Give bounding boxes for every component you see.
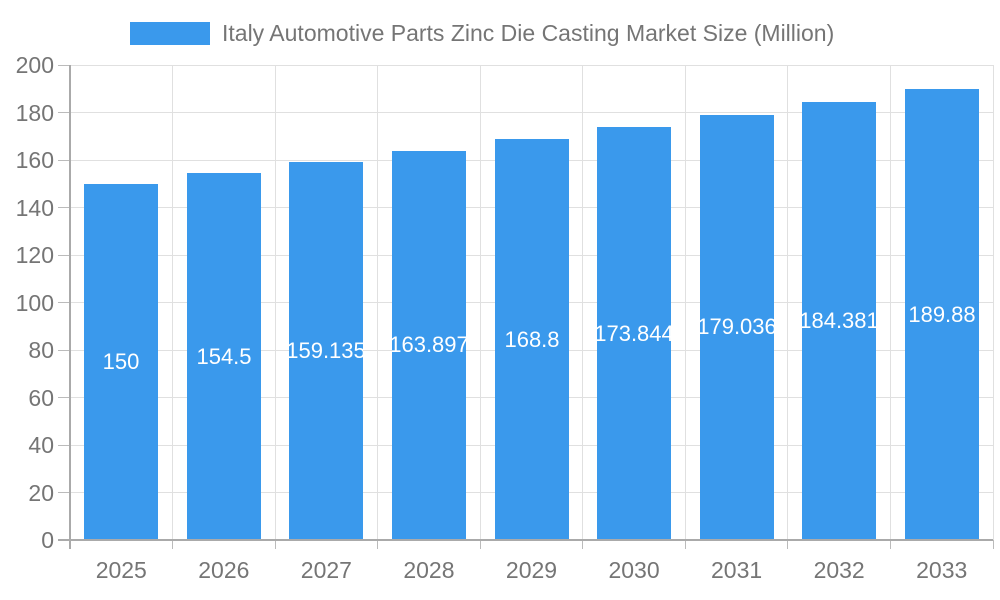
y-axis-tick [58,207,70,208]
x-axis-tick [172,540,174,549]
x-axis-tick-label: 2032 [813,557,865,583]
y-axis-tick-label: 0 [41,527,54,553]
y-axis-tick-label: 180 [15,99,54,126]
bar-value-label: 154.5 [196,343,252,369]
y-axis-tick-label: 80 [28,337,54,363]
y-axis-tick [58,302,70,303]
gridline-vertical [479,65,481,540]
y-axis-tick-label: 100 [15,289,54,316]
x-axis-line [58,539,993,541]
bar-value-label: 184.381 [802,308,876,334]
gridline-vertical [787,65,789,540]
x-axis-tick-label: 2031 [711,557,763,583]
x-axis-tick-label: 2025 [95,557,147,583]
gridline-vertical [992,65,994,540]
y-axis-tick [58,112,70,113]
x-axis-tick-label: 2027 [300,557,352,583]
bar-value-label: 168.8 [504,326,560,352]
legend-item[interactable]: Italy Automotive Parts Zinc Die Casting … [130,20,835,46]
gridline-vertical [274,65,276,540]
bar-value-label: 173.844 [597,320,671,346]
y-axis-tick-label: 20 [28,479,54,506]
gridline-vertical [582,65,584,540]
y-axis-tick [58,64,70,66]
legend-label: Italy Automotive Parts Zinc Die Casting … [222,20,835,46]
y-axis-tick-label: 60 [28,384,54,411]
bar: 168.8 [495,139,569,540]
bar-value-label: 150 [102,348,140,374]
x-axis-tick [889,540,891,549]
bar: 154.5 [187,173,261,540]
gridline-vertical [172,65,174,540]
y-axis-tick-label: 160 [15,147,54,173]
y-axis-tick-label: 120 [15,242,54,268]
x-axis-tick [377,540,379,549]
x-axis-tick [479,540,481,549]
bar-value-label: 163.897 [392,332,466,358]
bar: 189.88 [905,89,979,540]
gridline-horizontal [70,112,993,113]
y-axis-tick [58,397,70,398]
x-axis-tick [582,540,584,549]
bar: 173.844 [597,127,671,540]
gridline-horizontal [70,64,993,66]
y-axis-tick [58,254,70,256]
y-axis-tick-label: 140 [15,194,54,221]
legend-swatch [130,22,210,45]
gridline-vertical [377,65,379,540]
x-axis-tick-label: 2026 [198,557,250,583]
gridline-vertical [684,65,686,540]
x-axis-tick [787,540,789,549]
bar: 179.036 [700,114,774,540]
bar: 159.135 [289,162,363,540]
x-axis-tick-label: 2029 [505,557,558,583]
y-axis-tick-label: 200 [15,52,54,78]
x-axis-tick [992,540,994,549]
x-axis-tick-label: 2033 [916,557,968,583]
bar-value-label: 179.036 [700,314,774,340]
x-axis-tick [684,540,686,549]
bar: 150 [84,183,158,540]
y-axis-tick [58,444,70,446]
bar-value-label: 189.88 [908,301,976,327]
x-axis-tick-label: 2028 [403,557,455,583]
y-axis-tick [58,159,70,161]
x-axis-tick-label: 2030 [608,557,660,583]
bar: 163.897 [392,150,466,540]
bar-value-label: 159.135 [289,338,363,364]
y-axis-tick [58,492,70,493]
y-axis-tick [58,349,70,351]
x-axis-tick [274,540,276,549]
y-axis-tick-label: 40 [28,432,54,458]
gridline-vertical [889,65,891,540]
y-axis-line [69,65,71,549]
bar: 184.381 [802,102,876,540]
